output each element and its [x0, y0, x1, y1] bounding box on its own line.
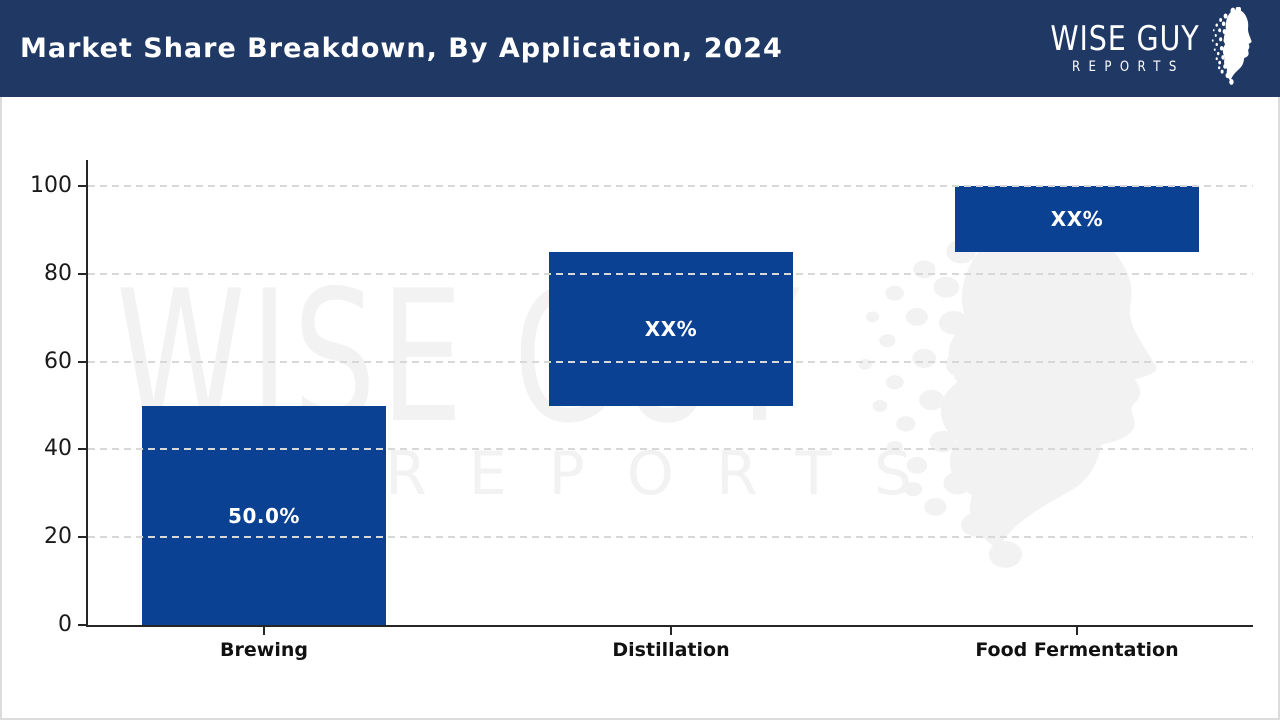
- y-axis-tick-label: 60: [0, 351, 72, 373]
- logo-face-icon: [1211, 6, 1252, 85]
- x-axis-tick-label: Brewing: [134, 641, 394, 660]
- bar-food-fermentation-text: XX%: [1050, 207, 1104, 231]
- y-axis-tick-label-text: 100: [30, 173, 72, 198]
- y-axis-tick-label-text: 20: [44, 524, 72, 549]
- gridline-80: [88, 273, 1253, 275]
- y-axis-tick-label-text: 0: [58, 612, 72, 637]
- y-axis-tick-label-text: 60: [44, 349, 72, 374]
- x-tick-3: [1076, 627, 1078, 635]
- logo-wordmark: WISE GUY: [1050, 19, 1200, 60]
- y-tick-80: [78, 273, 86, 275]
- bar-brewing: 50.0%: [142, 406, 386, 625]
- bar-distillation: XX%: [549, 252, 793, 406]
- y-axis-spine: [86, 160, 88, 627]
- gridline-60: [88, 361, 1253, 363]
- x-axis-tick-label-text: Brewing: [220, 639, 308, 661]
- bar-food-fermentation: XX%: [955, 186, 1199, 252]
- y-tick-40: [78, 448, 86, 450]
- wise-guy-logo: WISE GUY REPORTS: [1022, 6, 1256, 91]
- gridline-40: [88, 448, 1253, 450]
- y-axis-tick-label: 0: [0, 614, 72, 636]
- x-axis-spine: [86, 625, 1253, 627]
- x-axis-tick-label: Distillation: [541, 641, 801, 660]
- y-axis-tick-label-text: 40: [44, 436, 72, 461]
- gridline-100: [88, 185, 1253, 187]
- y-tick-20: [78, 536, 86, 538]
- logo-subtitle: REPORTS: [1072, 58, 1186, 75]
- page-title: Market Share Breakdown, By Application, …: [20, 33, 783, 64]
- x-tick-1: [263, 627, 265, 635]
- x-axis-tick-label-text: Food Fermentation: [975, 639, 1179, 661]
- bar-brewing-text: 50.0%: [228, 503, 300, 528]
- y-axis-tick-label: 40: [0, 438, 72, 460]
- x-axis-tick-label-text: Distillation: [612, 639, 730, 661]
- x-tick-2: [670, 627, 672, 635]
- y-tick-100: [78, 185, 86, 187]
- y-axis-tick-label: 20: [0, 526, 72, 548]
- logo-text: WISE GUY REPORTS: [1050, 19, 1200, 75]
- y-axis-tick-label: 100: [0, 175, 72, 197]
- y-tick-60: [78, 361, 86, 363]
- x-axis-tick-label: Food Fermentation: [947, 641, 1207, 660]
- gridline-20: [88, 536, 1253, 538]
- y-tick-0: [78, 624, 86, 626]
- y-axis-tick-label-text: 80: [44, 261, 72, 286]
- y-axis-tick-label: 80: [0, 263, 72, 285]
- header: Market Share Breakdown, By Application, …: [0, 0, 1280, 97]
- bar-distillation-text: XX%: [644, 317, 698, 341]
